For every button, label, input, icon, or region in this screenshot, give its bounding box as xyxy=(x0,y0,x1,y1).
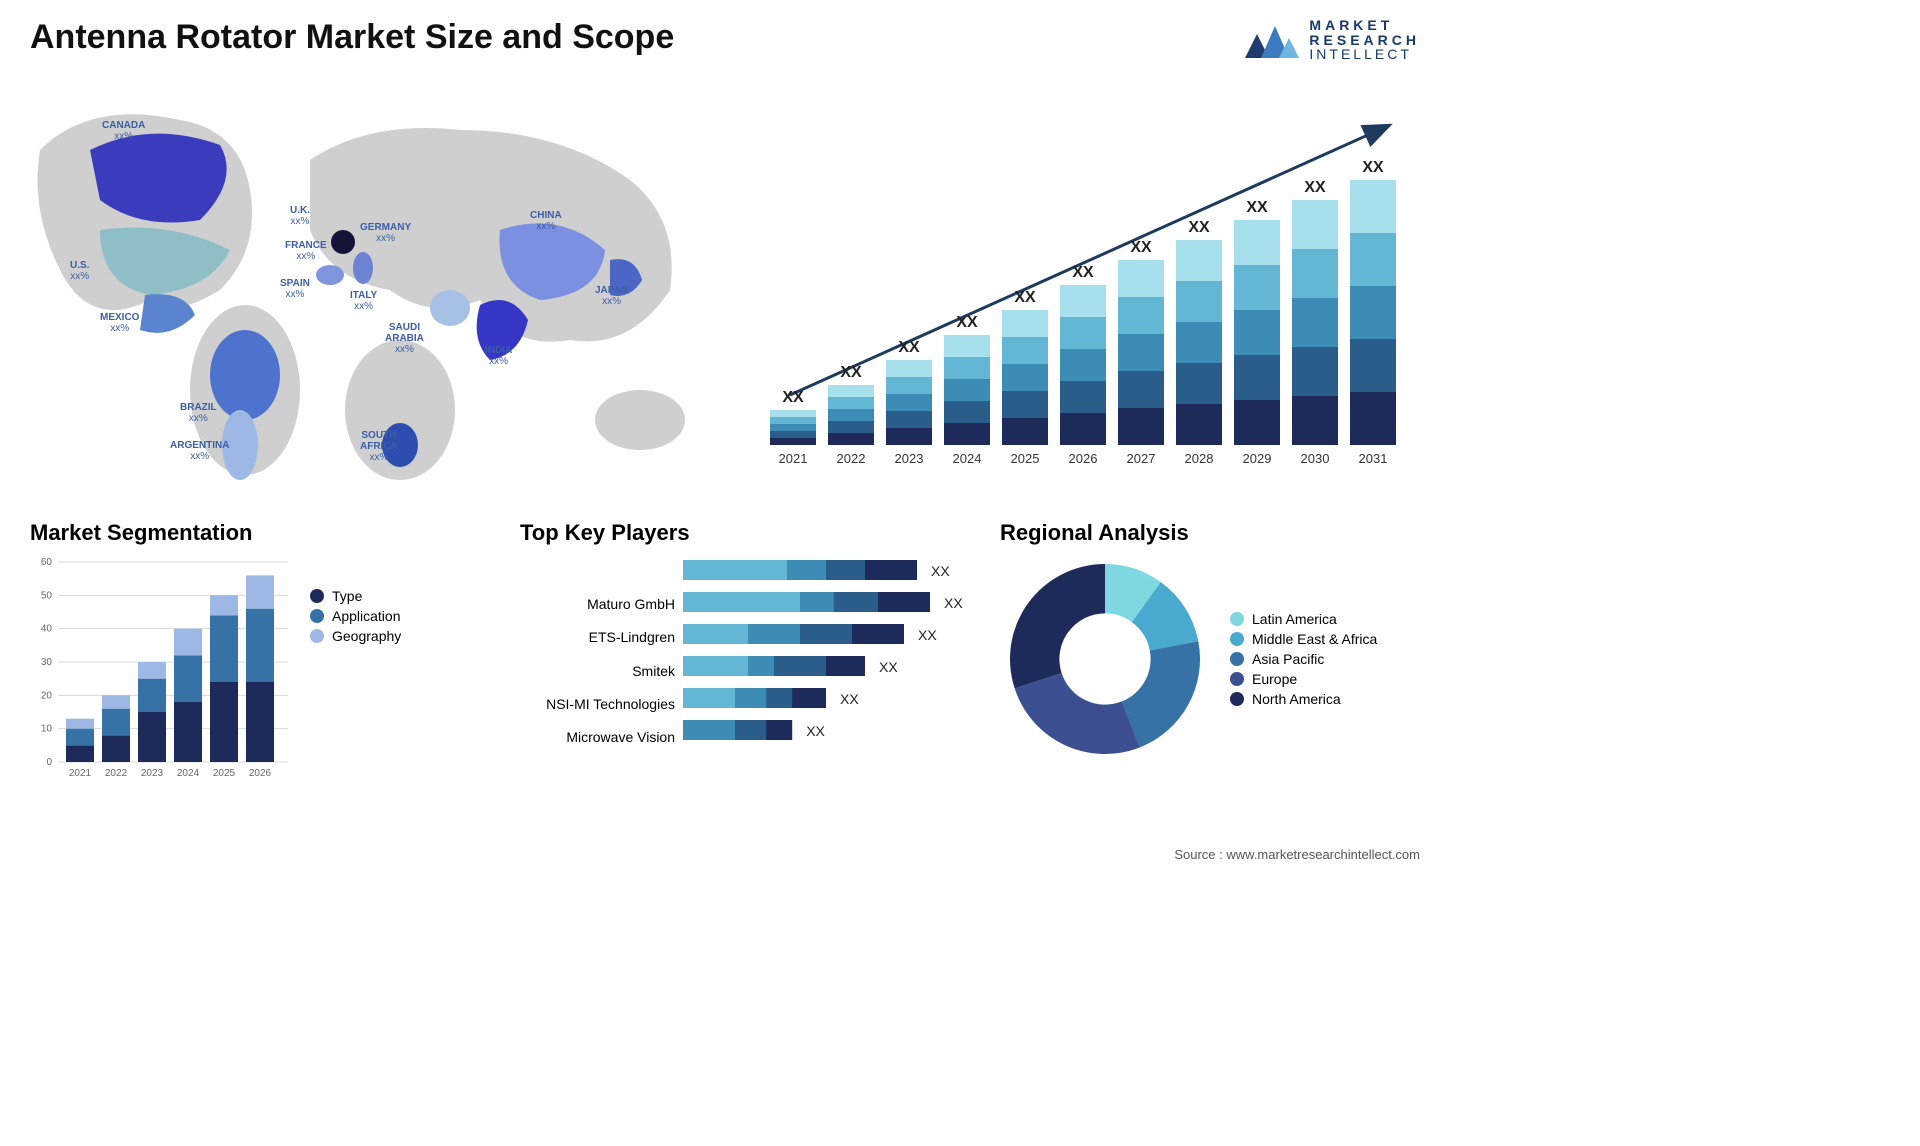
svg-text:2022: 2022 xyxy=(837,451,866,466)
svg-text:XX: XX xyxy=(806,723,825,739)
legend-item: Type xyxy=(310,588,401,604)
growth-chart-svg: 2021 XX 2022 XX 2023 XX 2024 XX 2025 XX 2026 XX 2027… xyxy=(760,105,1420,475)
svg-text:30: 30 xyxy=(41,657,53,668)
svg-text:2022: 2022 xyxy=(105,768,128,779)
world-map: CANADAxx% U.S.xx% MEXICOxx% BRAZILxx% ARGENT… xyxy=(30,90,710,490)
svg-text:XX: XX xyxy=(782,389,804,406)
brand-logo: MARKET RESEARCH INTELLECT xyxy=(1243,18,1420,62)
svg-text:2023: 2023 xyxy=(141,768,164,779)
segmentation-section: Market Segmentation 0 10 20 30 40 50 60 2021 202… xyxy=(30,520,490,784)
player-name: Smitek xyxy=(520,655,675,687)
svg-text:2028: 2028 xyxy=(1185,451,1214,466)
legend-item: Geography xyxy=(310,628,401,644)
svg-text:60: 60 xyxy=(41,557,53,568)
map-label: GERMANYxx% xyxy=(360,222,411,244)
brand-logo-icon xyxy=(1243,18,1299,62)
brand-logo-text-2: RESEARCH xyxy=(1309,33,1420,48)
svg-text:2026: 2026 xyxy=(1069,451,1098,466)
map-label: BRAZILxx% xyxy=(180,402,217,424)
map-label: FRANCExx% xyxy=(285,240,327,262)
map-label: MEXICOxx% xyxy=(100,312,139,334)
map-label: CHINAxx% xyxy=(530,210,562,232)
map-label: JAPANxx% xyxy=(595,285,628,307)
source-text: Source : www.marketresearchintellect.com xyxy=(1174,847,1420,862)
svg-text:XX: XX xyxy=(931,563,950,579)
svg-text:2030: 2030 xyxy=(1301,451,1330,466)
svg-text:XX: XX xyxy=(1362,159,1384,176)
players-names: Maturo GmbHETS-LindgrenSmitekNSI-MI Tech… xyxy=(520,554,675,754)
svg-text:XX: XX xyxy=(1246,199,1268,216)
map-label: CANADAxx% xyxy=(102,120,145,142)
svg-text:40: 40 xyxy=(41,624,53,635)
map-label: SPAINxx% xyxy=(280,278,310,300)
map-label: U.S.xx% xyxy=(70,260,89,282)
regional-legend: Latin America Middle East & Africa Asia Pa… xyxy=(1230,607,1377,711)
svg-text:XX: XX xyxy=(840,364,862,381)
svg-text:XX: XX xyxy=(898,339,920,356)
page-title: Antenna Rotator Market Size and Scope xyxy=(30,18,674,57)
svg-text:2021: 2021 xyxy=(779,451,808,466)
player-name: NSI-MI Technologies xyxy=(520,688,675,720)
svg-text:XX: XX xyxy=(944,595,963,611)
svg-text:XX: XX xyxy=(879,659,898,675)
map-label: SOUTHAFRICAxx% xyxy=(360,430,398,463)
legend-item: North America xyxy=(1230,691,1377,707)
map-label: SAUDIARABIAxx% xyxy=(385,322,424,355)
map-label: ITALYxx% xyxy=(350,290,377,312)
map-label: INDIAxx% xyxy=(485,345,512,367)
svg-text:XX: XX xyxy=(1188,219,1210,236)
legend-item: Middle East & Africa xyxy=(1230,631,1377,647)
legend-item: Asia Pacific xyxy=(1230,651,1377,667)
legend-item: Latin America xyxy=(1230,611,1377,627)
segmentation-chart: 0 10 20 30 40 50 60 2021 2022 2023 2024 2025 2026 xyxy=(30,554,290,784)
player-name: Microwave Vision xyxy=(520,721,675,753)
svg-text:XX: XX xyxy=(840,691,859,707)
map-label: U.K.xx% xyxy=(290,205,310,227)
svg-text:XX: XX xyxy=(956,314,978,331)
svg-text:2031: 2031 xyxy=(1359,451,1388,466)
regional-title: Regional Analysis xyxy=(1000,520,1430,546)
svg-text:50: 50 xyxy=(41,590,53,601)
svg-text:XX: XX xyxy=(1130,239,1152,256)
legend-item: Europe xyxy=(1230,671,1377,687)
svg-text:2025: 2025 xyxy=(213,768,236,779)
svg-text:XX: XX xyxy=(1014,289,1036,306)
legend-item: Application xyxy=(310,608,401,624)
growth-chart: 2021 XX 2022 XX 2023 XX 2024 XX 2025 XX 2026 XX 2027… xyxy=(760,105,1420,475)
svg-text:2025: 2025 xyxy=(1011,451,1040,466)
svg-text:0: 0 xyxy=(46,757,52,768)
segmentation-legend: Type Application Geography xyxy=(310,584,401,648)
svg-text:2026: 2026 xyxy=(249,768,272,779)
svg-text:2029: 2029 xyxy=(1243,451,1272,466)
svg-text:20: 20 xyxy=(41,690,53,701)
player-name: ETS-Lindgren xyxy=(520,621,675,653)
svg-text:2027: 2027 xyxy=(1127,451,1156,466)
svg-text:XX: XX xyxy=(1304,179,1326,196)
regional-donut xyxy=(1000,554,1210,764)
svg-text:2023: 2023 xyxy=(895,451,924,466)
map-label: ARGENTINAxx% xyxy=(170,440,229,462)
svg-text:2024: 2024 xyxy=(177,768,200,779)
brand-logo-text-3: INTELLECT xyxy=(1309,47,1420,62)
player-name xyxy=(520,555,675,587)
svg-text:10: 10 xyxy=(41,724,53,735)
svg-text:2024: 2024 xyxy=(953,451,982,466)
player-name: Maturo GmbH xyxy=(520,588,675,620)
svg-text:2021: 2021 xyxy=(69,768,92,779)
players-section: Top Key Players Maturo GmbHETS-LindgrenS… xyxy=(520,520,990,754)
svg-text:XX: XX xyxy=(918,627,937,643)
brand-logo-text-1: MARKET xyxy=(1309,18,1420,33)
segmentation-title: Market Segmentation xyxy=(30,520,490,546)
players-title: Top Key Players xyxy=(520,520,990,546)
players-chart: XX XX XX XX XX XX xyxy=(683,554,983,754)
regional-section: Regional Analysis Latin America Middle Ea… xyxy=(1000,520,1430,764)
svg-text:XX: XX xyxy=(1072,264,1094,281)
